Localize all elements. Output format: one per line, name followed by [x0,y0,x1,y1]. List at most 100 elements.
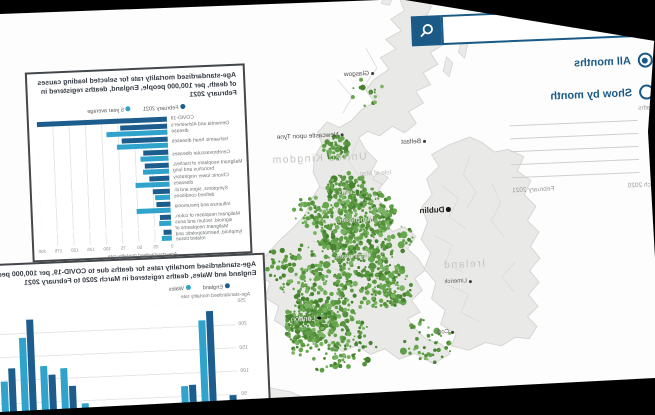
x-tick: 75 [120,245,127,251]
map-dot [305,216,310,221]
map-dot [318,271,323,276]
map-dot [300,305,304,309]
month-bar [40,365,50,415]
radio-show-by-month[interactable]: Show by month [550,84,655,103]
map-dot [353,209,357,213]
map-dot [348,175,353,180]
map-dot [302,216,306,220]
month-group[interactable] [60,367,78,415]
map-dot [349,245,354,249]
map-dot [295,345,299,349]
map-dot [306,344,309,347]
map-dot [352,338,355,341]
map-dot [314,263,319,268]
map-dot [397,241,405,249]
map-dot [381,210,388,217]
monthly-covid-chart-panel: Age-standardised mortality rates for dea… [0,252,273,415]
map-dot [309,346,313,350]
radio-all-months-circle[interactable] [637,52,654,68]
map-dot [335,284,339,287]
y-tick: 150 [239,344,248,351]
map-dot [362,187,366,192]
map-dot [296,315,300,319]
map-dot [384,291,387,294]
map-dot [339,344,342,347]
map-dot [400,231,408,239]
map-dot [312,282,317,287]
map-dot [334,143,338,147]
map-dot [348,260,354,266]
map-dot [374,213,380,219]
month-group[interactable] [198,310,218,415]
map-dot [356,184,360,188]
map-dot [348,227,353,232]
map-dot [325,365,329,369]
cause-bar [149,175,170,182]
map-dot [326,310,332,315]
map-dot [335,279,341,284]
map-dot [408,288,412,292]
map-dot [351,230,355,233]
map-dot [350,309,355,314]
map-dot [394,269,399,275]
map-dot [300,341,303,344]
map-dot [341,336,347,341]
map-dot [287,328,290,331]
map-dot [294,304,297,307]
map-dot [334,257,337,260]
map-dot [332,151,336,155]
postcode-search [410,5,655,47]
uk-map[interactable]: Glasgow Newcastle upon Tyne Belfast Isle of… [244,0,655,415]
map-dot [382,301,387,307]
map-dot [380,263,383,266]
map-dot [370,293,373,296]
map-dot [303,283,308,288]
map-dot [390,207,394,211]
map-dot [270,258,274,261]
map-dot [418,320,422,324]
map-dot [305,349,309,353]
map-dot [353,196,356,199]
map-dot [376,254,381,260]
map-dot [313,254,317,258]
map-dot [288,262,292,267]
map-dot [295,328,298,331]
map-dot [343,150,347,154]
leading-causes-bars: COVID-19 Dementia and Alzheimer's disease… [29,111,250,250]
map-dot [299,274,306,281]
month-group[interactable] [40,365,58,415]
map-dot [409,240,413,244]
map-dot [310,263,316,269]
map-dot [314,220,320,225]
map-dot [446,341,449,345]
map-dot [297,247,302,252]
map-dot [291,262,297,267]
map-dot [299,198,303,202]
map-dot [372,211,377,216]
map-dot [336,158,339,161]
map-dot [341,266,346,271]
search-button[interactable] [410,15,442,47]
map-dot [312,204,316,207]
map-dot [347,222,351,226]
map-dot [284,274,287,277]
month-group[interactable] [0,368,18,415]
map-dot [433,348,437,352]
map-dot [354,218,359,224]
map-dot [340,236,344,240]
map-dot [353,225,357,228]
map-dot [345,139,349,143]
map-dot [307,212,310,215]
map-dot [345,145,349,149]
map-dot [362,334,367,338]
month-group[interactable] [18,319,38,415]
map-dot [325,234,329,239]
map-dot [323,323,329,329]
map-dot [363,229,368,234]
map-dot [332,340,336,344]
map-dot [324,299,330,304]
radio-all-months[interactable]: All months [574,52,654,70]
map-dot [345,199,351,205]
map-dot [283,291,285,294]
